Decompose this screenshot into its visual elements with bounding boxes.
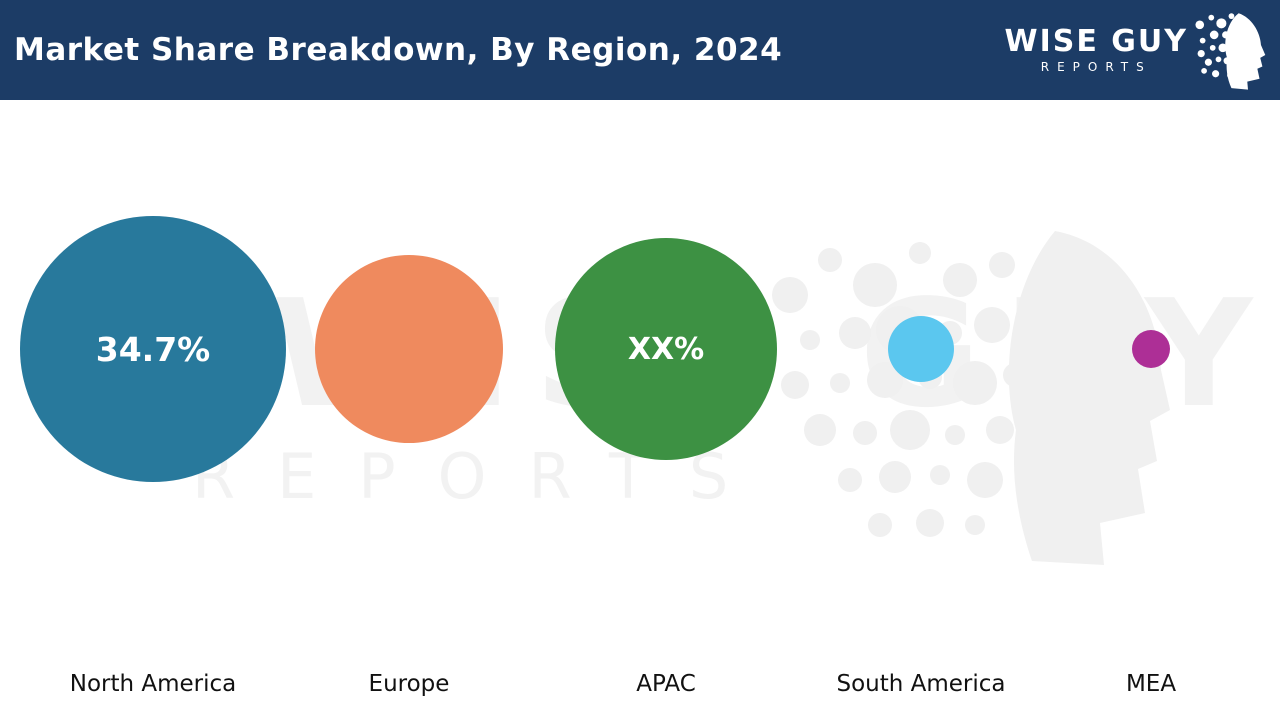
brand-wordmark: WISE GUY REPORTS bbox=[1004, 25, 1188, 74]
brand-name: WISE GUY bbox=[1004, 24, 1188, 60]
bubble-mea bbox=[1132, 330, 1170, 368]
brand-subname: REPORTS bbox=[1040, 60, 1152, 75]
page-title: Market Share Breakdown, By Region, 2024 bbox=[14, 32, 783, 68]
bubble-north-america: 34.7% bbox=[20, 216, 286, 482]
brand-head-icon bbox=[1195, 13, 1266, 90]
brand-logo: WISE GUY REPORTS bbox=[1004, 10, 1266, 90]
bubble-value-north-america: 34.7% bbox=[95, 329, 211, 369]
category-label-mea: MEA bbox=[1125, 671, 1177, 697]
category-label-apac: APAC bbox=[636, 671, 696, 697]
header: Market Share Breakdown, By Region, 2024 … bbox=[0, 0, 1280, 100]
watermark-head-icon bbox=[772, 231, 1170, 565]
category-label-north-america: North America bbox=[69, 671, 237, 697]
bubble-apac: XX% bbox=[555, 238, 777, 460]
bubble-value-apac: XX% bbox=[627, 331, 705, 367]
bubble-south-america bbox=[888, 316, 954, 382]
bubble-europe bbox=[315, 255, 503, 443]
category-label-south-america: South America bbox=[836, 671, 1006, 697]
category-label-europe: Europe bbox=[368, 671, 450, 697]
